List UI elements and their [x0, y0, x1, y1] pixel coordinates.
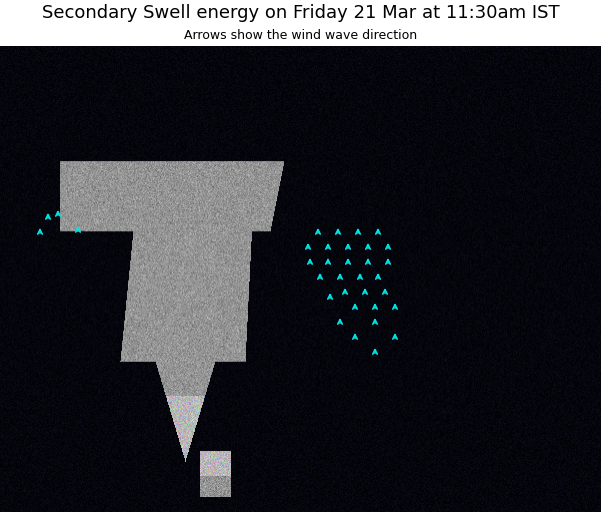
Text: Secondary Swell energy on Friday 21 Mar at 11:30am IST: Secondary Swell energy on Friday 21 Mar …	[41, 4, 560, 22]
Text: Arrows show the wind wave direction: Arrows show the wind wave direction	[184, 30, 417, 42]
